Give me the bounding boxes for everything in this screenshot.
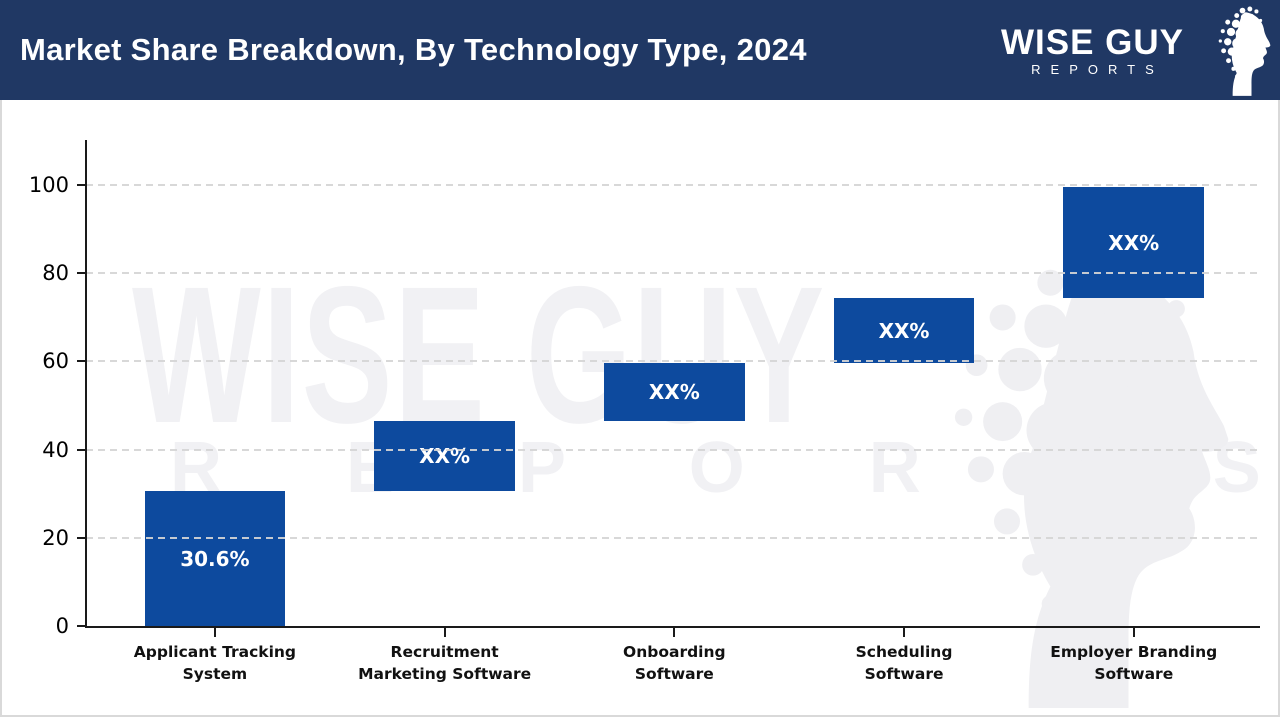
y-tick-mark-40 [77, 448, 85, 451]
y-tick-label-20: 20 [42, 525, 69, 550]
bar-segment: XX% [374, 421, 515, 492]
x-axis-spine [85, 626, 1260, 628]
x-category-label: Scheduling Software [855, 643, 953, 683]
chart-canvas: WISE GUY R E P O R T S 0 20 40 60 80 100 30.6… [0, 100, 1280, 717]
x-category-label: Employer Branding Software [1050, 643, 1218, 683]
bar-segment: XX% [604, 363, 745, 422]
y-axis-spine [85, 140, 87, 628]
plot-area: 30.6% XX% XX% XX% XX% [86, 184, 1258, 637]
bar-value-label: XX% [419, 444, 471, 469]
gridline-20 [86, 536, 1258, 539]
y-tick-mark-0 [77, 625, 85, 627]
y-tick-label-80: 80 [42, 261, 69, 286]
x-tick-mark [213, 628, 216, 637]
brand-subtitle: REPORTS [1031, 61, 1164, 77]
x-axis: Applicant Tracking System Recruitment Mar… [86, 642, 1258, 702]
dot-face-profile-icon [1218, 6, 1271, 96]
y-tick-mark-20 [77, 536, 85, 539]
bar-segment: 30.6% [144, 491, 286, 626]
y-tick-label-40: 40 [42, 437, 69, 462]
y-tick-mark-100 [77, 184, 85, 186]
x-tick-mark [1132, 628, 1135, 637]
x-tick-mark [673, 628, 676, 637]
bar-value-label: XX% [648, 380, 700, 405]
bar-segment: XX% [833, 297, 975, 364]
x-tick-mark [903, 628, 906, 637]
gridline-60 [86, 360, 1258, 363]
page-title: Market Share Breakdown, By Technology Ty… [20, 32, 807, 67]
y-tick-mark-60 [77, 360, 85, 363]
brand-logo: WISE GUY REPORTS [1001, 4, 1272, 96]
x-category-label: Recruitment Marketing Software [358, 643, 532, 683]
y-tick-label-0: 0 [55, 614, 69, 638]
brand-name: WISE GUY [1000, 22, 1184, 62]
brand-logo-text: WISE GUY REPORTS [1001, 25, 1184, 76]
bar-value-label: XX% [878, 318, 930, 343]
bar-segment: XX% [1063, 187, 1205, 298]
x-category-label: Applicant Tracking System [133, 643, 297, 683]
gridline-100 [86, 184, 1258, 186]
x-tick-mark [443, 628, 446, 637]
y-axis: 0 20 40 60 80 100 [2, 173, 86, 638]
gridline-40 [86, 448, 1258, 451]
bar-value-label: XX% [1108, 230, 1160, 255]
y-tick-label-60: 60 [42, 349, 69, 374]
y-tick-mark-80 [77, 272, 85, 275]
x-category-label: Onboarding Software [623, 643, 726, 683]
y-tick-label-100: 100 [28, 173, 69, 197]
gridline-80 [86, 272, 1258, 275]
header-bar: Market Share Breakdown, By Technology Ty… [0, 0, 1280, 100]
bar-value-label: 30.6% [180, 546, 250, 571]
